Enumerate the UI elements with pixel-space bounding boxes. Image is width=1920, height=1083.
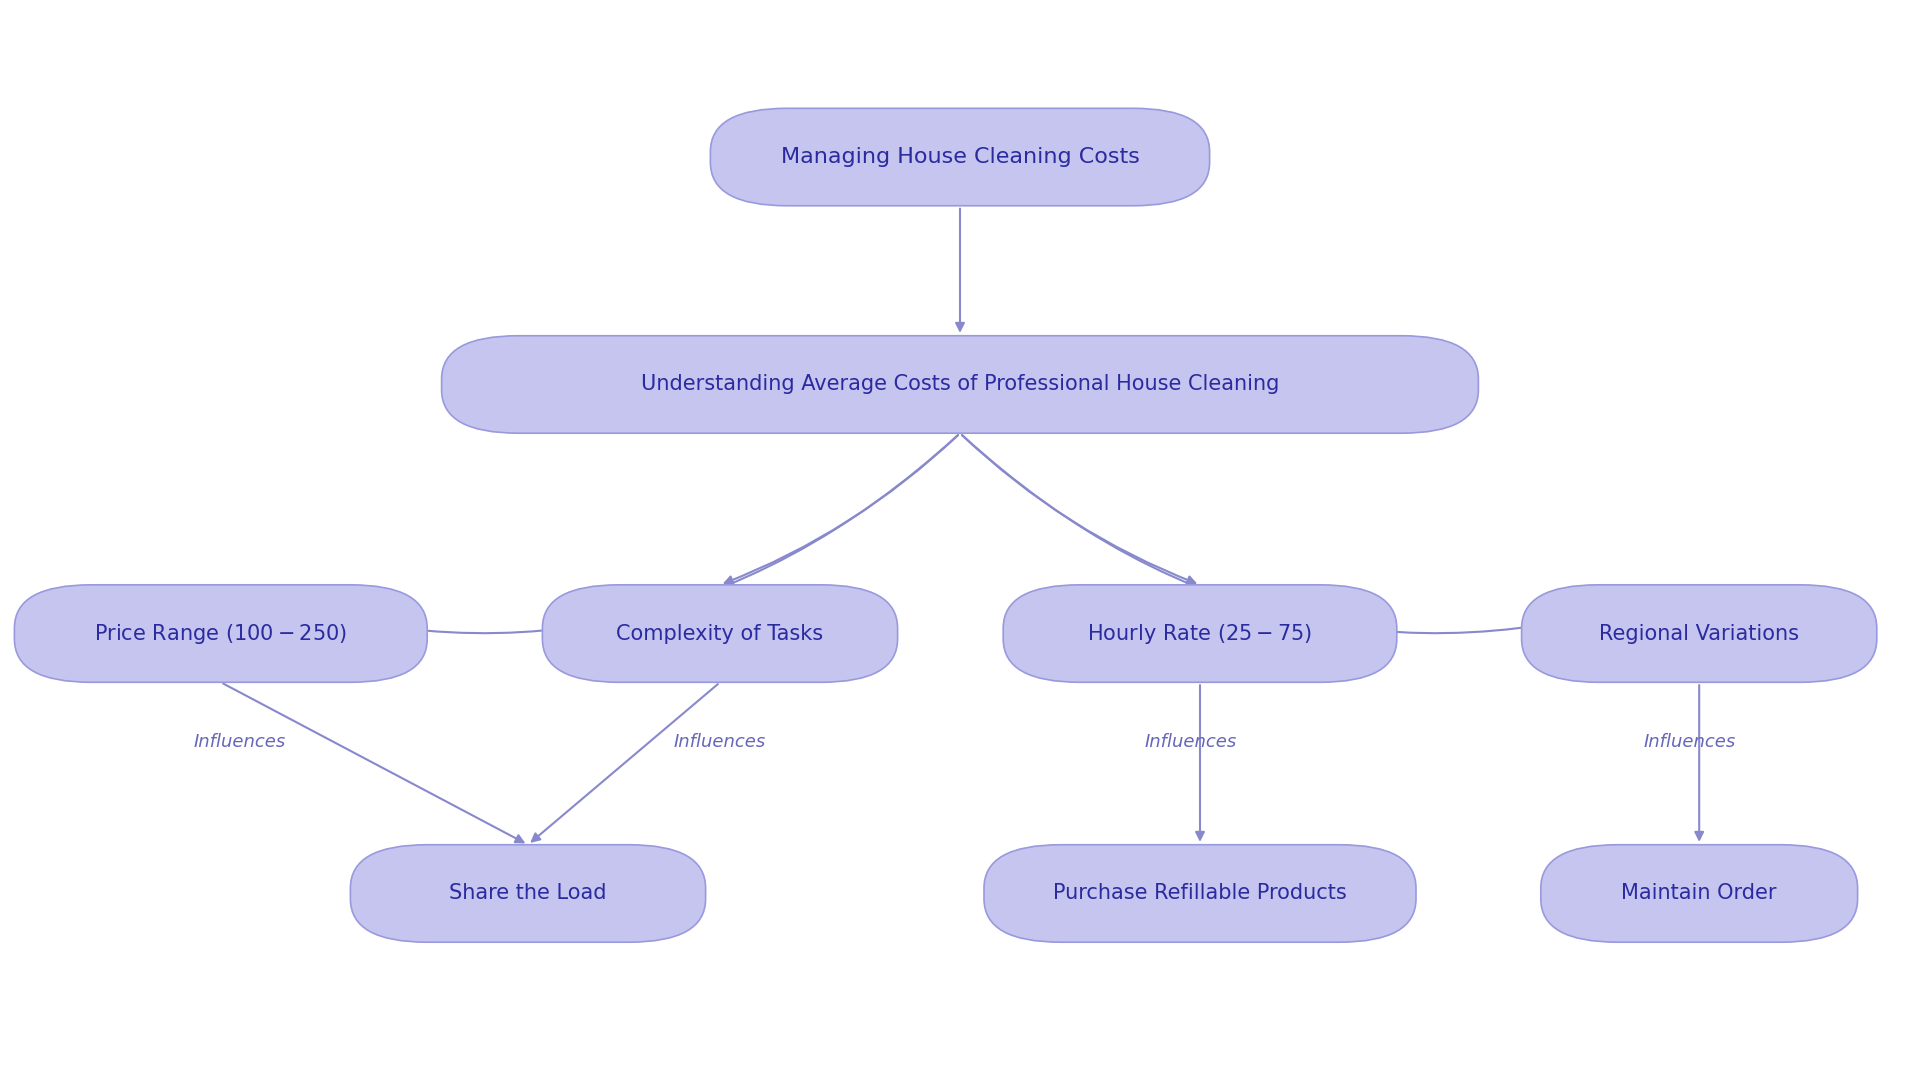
FancyArrowPatch shape (532, 684, 718, 841)
Text: Managing House Cleaning Costs: Managing House Cleaning Costs (781, 147, 1139, 167)
Text: Influences: Influences (1144, 733, 1236, 751)
Text: Complexity of Tasks: Complexity of Tasks (616, 624, 824, 643)
FancyArrowPatch shape (724, 435, 958, 584)
FancyBboxPatch shape (541, 585, 897, 682)
Text: Hourly Rate ($25 - $75): Hourly Rate ($25 - $75) (1087, 622, 1313, 645)
FancyArrowPatch shape (223, 683, 524, 843)
FancyArrowPatch shape (1196, 686, 1204, 839)
FancyBboxPatch shape (442, 336, 1478, 433)
Text: Share the Load: Share the Load (449, 884, 607, 903)
FancyArrowPatch shape (962, 435, 1196, 584)
FancyBboxPatch shape (983, 845, 1417, 942)
Text: Price Range ($100 - $250): Price Range ($100 - $250) (94, 622, 348, 645)
Text: Understanding Average Costs of Professional House Cleaning: Understanding Average Costs of Professio… (641, 375, 1279, 394)
FancyArrowPatch shape (962, 435, 1693, 634)
FancyBboxPatch shape (1521, 585, 1878, 682)
FancyBboxPatch shape (351, 845, 707, 942)
Text: Regional Variations: Regional Variations (1599, 624, 1799, 643)
Text: Influences: Influences (1644, 733, 1736, 751)
FancyBboxPatch shape (1540, 845, 1859, 942)
Text: Influences: Influences (194, 733, 286, 751)
FancyArrowPatch shape (227, 435, 958, 634)
Text: Influences: Influences (674, 733, 766, 751)
FancyBboxPatch shape (710, 108, 1210, 206)
Text: Maintain Order: Maintain Order (1622, 884, 1776, 903)
FancyArrowPatch shape (956, 209, 964, 330)
Text: Purchase Refillable Products: Purchase Refillable Products (1054, 884, 1346, 903)
FancyBboxPatch shape (1002, 585, 1396, 682)
FancyBboxPatch shape (15, 585, 428, 682)
FancyArrowPatch shape (1695, 686, 1703, 839)
